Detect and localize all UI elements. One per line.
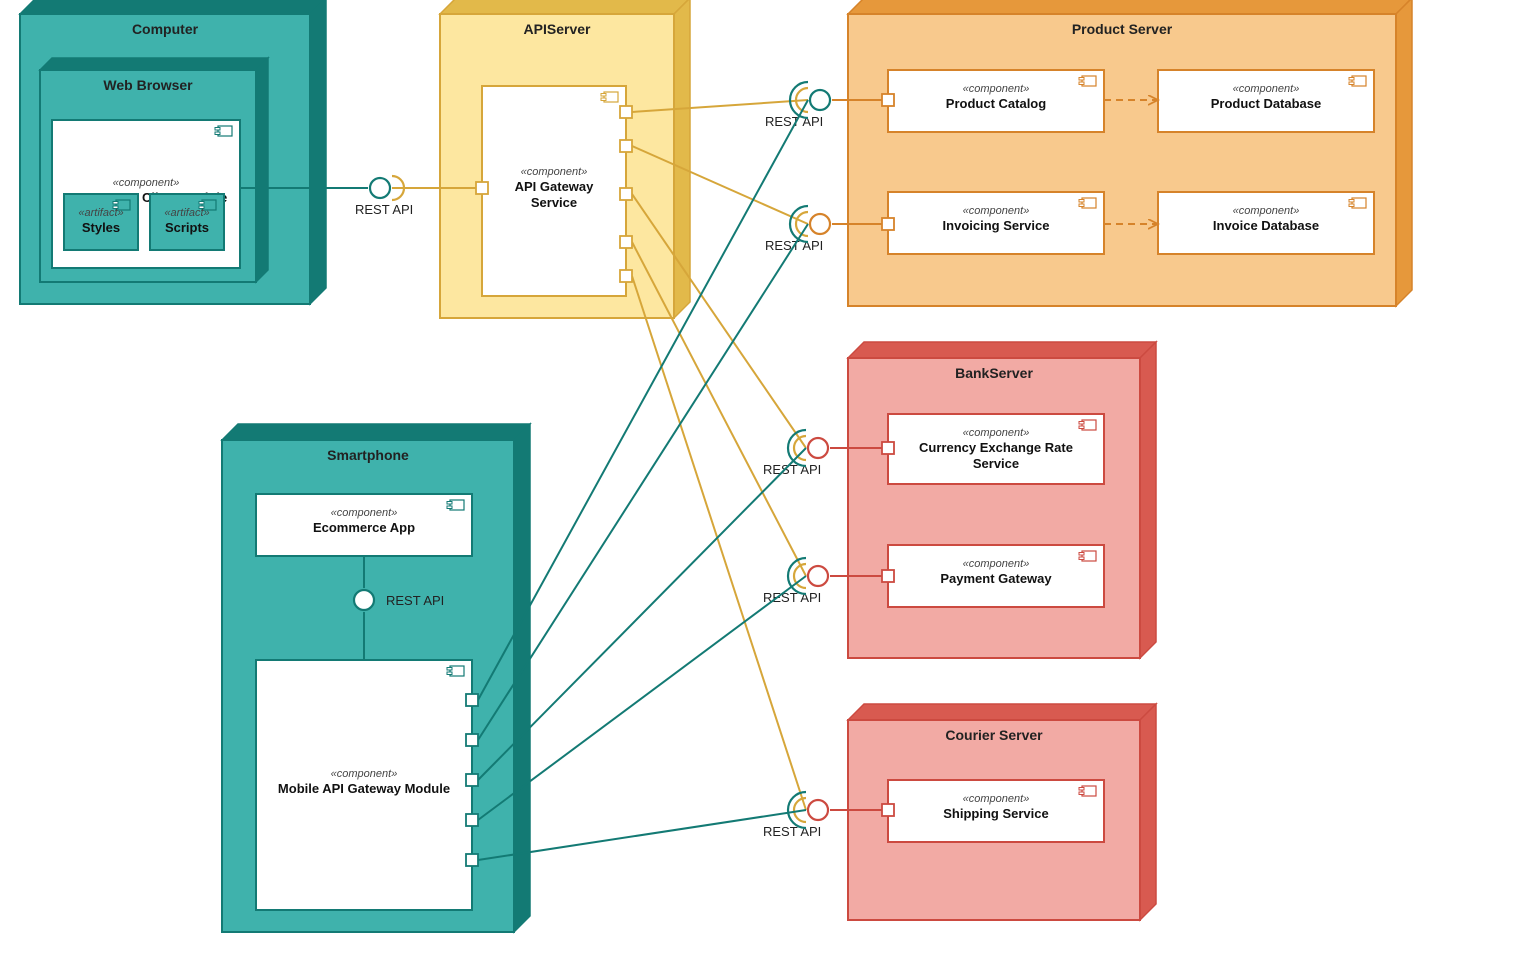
component-styles: «artifact»Styles: [64, 194, 138, 250]
component-name: Currency Exchange Rate: [919, 440, 1073, 455]
component-name: Ecommerce App: [313, 520, 415, 535]
stereotype: «component»: [331, 768, 398, 780]
stereotype: «component»: [1233, 205, 1300, 217]
component-invoicing: «component»Invoicing Service: [888, 192, 1104, 254]
port-mob_r3: [466, 774, 478, 786]
port-apigw_r4: [620, 236, 632, 248]
component-name: Mobile API Gateway Module: [278, 781, 450, 796]
component-ecommapp: «component»Ecommerce App: [256, 494, 472, 556]
stereotype: «artifact»: [78, 207, 123, 219]
component-apigw: «component»API GatewayService: [482, 86, 626, 296]
node-title: Courier Server: [945, 727, 1043, 743]
stereotype: «artifact»: [164, 207, 209, 219]
i-invoice: [810, 214, 830, 234]
stereotype: «component»: [963, 427, 1030, 439]
i-ecomm: [370, 178, 390, 198]
stereotype: «component»: [963, 205, 1030, 217]
stereotype: «component»: [1233, 83, 1300, 95]
port-mob_r5: [466, 854, 478, 866]
i-ship: [808, 800, 828, 820]
port-apigw_r1: [620, 106, 632, 118]
deployment-diagram: Computer Web Browser APIServer Product Serv…: [0, 0, 1523, 966]
i-curr-label: REST API: [763, 462, 821, 477]
i-ship-label: REST API: [763, 824, 821, 839]
i-app: [354, 590, 374, 610]
port-mob_r4: [466, 814, 478, 826]
node-title: Web Browser: [103, 77, 193, 93]
stereotype: «component»: [331, 507, 398, 519]
component-name: Service: [973, 456, 1019, 471]
port-apigw_r3: [620, 188, 632, 200]
node-title: Product Server: [1072, 21, 1173, 37]
component-name: Styles: [82, 220, 120, 235]
stereotype: «component»: [963, 83, 1030, 95]
component-name: Scripts: [165, 220, 209, 235]
port-mob_r2: [466, 734, 478, 746]
component-name: Payment Gateway: [940, 571, 1052, 586]
port-payment_p: [882, 570, 894, 582]
component-name: Product Catalog: [946, 96, 1046, 111]
component-shipping: «component»Shipping Service: [888, 780, 1104, 842]
i-prodcat: [810, 90, 830, 110]
node-bankserver: BankServer: [848, 342, 1156, 658]
port-invoice_p: [882, 218, 894, 230]
component-proddb: «component»Product Database: [1158, 70, 1374, 132]
stereotype: «component»: [521, 166, 588, 178]
i-ecomm-label: REST API: [355, 202, 413, 217]
component-mobgw: «component»Mobile API Gateway Module: [256, 660, 472, 910]
component-invoicedb: «component»Invoice Database: [1158, 192, 1374, 254]
component-name: Service: [531, 195, 577, 210]
i-pay: [808, 566, 828, 586]
component-name: API Gateway: [515, 179, 595, 194]
component-currency: «component»Currency Exchange RateService: [888, 414, 1104, 484]
i-curr: [808, 438, 828, 458]
port-currency_p: [882, 442, 894, 454]
component-scripts: «artifact»Scripts: [150, 194, 224, 250]
component-name: Product Database: [1211, 96, 1322, 111]
port-mob_r1: [466, 694, 478, 706]
stereotype: «component»: [113, 177, 180, 189]
component-prodcat: «component»Product Catalog: [888, 70, 1104, 132]
connector: [632, 276, 806, 810]
port-apigw_r2: [620, 140, 632, 152]
node-prodserver: Product Server: [848, 0, 1412, 306]
component-name: Invoice Database: [1213, 218, 1319, 233]
i-pay-label: REST API: [763, 590, 821, 605]
port-prodcat_p: [882, 94, 894, 106]
node-title: Smartphone: [327, 447, 409, 463]
node-title: BankServer: [955, 365, 1033, 381]
i-app-label: REST API: [386, 593, 444, 608]
stereotype: «component»: [963, 793, 1030, 805]
port-apigw_left: [476, 182, 488, 194]
component-payment: «component»Payment Gateway: [888, 545, 1104, 607]
node-title: Computer: [132, 21, 199, 37]
port-apigw_r5: [620, 270, 632, 282]
component-name: Invoicing Service: [943, 218, 1050, 233]
port-shipping_p: [882, 804, 894, 816]
component-name: Shipping Service: [943, 806, 1048, 821]
stereotype: «component»: [963, 558, 1030, 570]
node-title: APIServer: [524, 21, 591, 37]
